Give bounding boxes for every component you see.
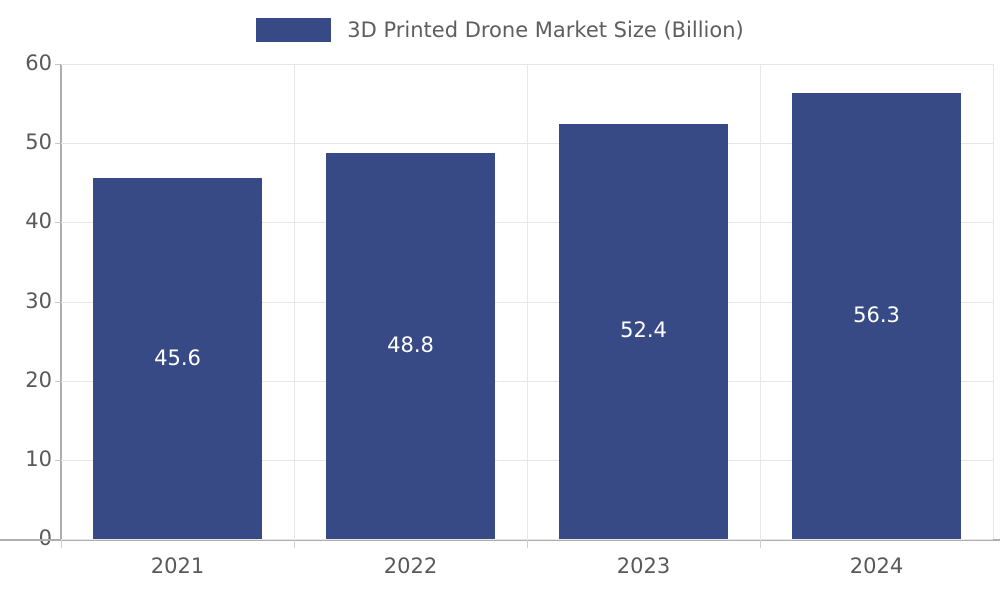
y-axis-tick-mark	[55, 222, 62, 223]
gridline-vertical	[993, 64, 994, 539]
gridline-horizontal	[61, 539, 993, 540]
bar-value-label: 48.8	[387, 332, 434, 357]
gridline-vertical	[760, 64, 761, 539]
bar-2023[interactable]: 52.4	[559, 124, 728, 539]
y-axis-tick-label: 60	[25, 51, 52, 75]
y-axis-tick-mark	[55, 460, 62, 461]
plot-area: 45.6 48.8 52.4 56.3	[61, 64, 994, 540]
legend-color-swatch	[256, 18, 332, 42]
y-axis-tick-label: 50	[25, 130, 52, 154]
x-axis-tick-label-2023: 2023	[616, 554, 671, 578]
gridline-vertical	[294, 64, 295, 539]
bar-2021[interactable]: 45.6	[93, 178, 262, 539]
y-axis-tick-label: 10	[25, 447, 52, 471]
y-axis-tick-mark	[55, 381, 62, 382]
y-axis-tick-label: 20	[25, 368, 52, 392]
y-axis-tick-labels: 0 10 20 30 40 50 60	[0, 0, 52, 600]
x-axis-tick-mark	[294, 540, 295, 548]
x-axis-tick-label-2022: 2022	[383, 554, 438, 578]
x-axis-tick-label-2024: 2024	[849, 554, 904, 578]
y-axis-tick-label: 0	[38, 526, 52, 550]
y-axis-tick-mark	[55, 64, 62, 65]
x-axis-line	[0, 539, 1000, 541]
y-axis-tick-mark	[55, 143, 62, 144]
x-axis-tick-label-2021: 2021	[150, 554, 205, 578]
y-axis-tick-label: 30	[25, 289, 52, 313]
gridline-vertical	[527, 64, 528, 539]
x-axis-tick-mark	[760, 540, 761, 548]
legend-label: 3D Printed Drone Market Size (Billion)	[347, 17, 744, 42]
bar-value-label: 56.3	[853, 303, 900, 328]
bar-value-label: 45.6	[154, 346, 201, 370]
chart-legend: 3D Printed Drone Market Size (Billion)	[0, 12, 1000, 48]
bar-2024[interactable]: 56.3	[792, 93, 961, 539]
y-axis-tick-mark	[55, 302, 62, 303]
x-axis-tick-mark	[527, 540, 528, 548]
y-axis-tick-label: 40	[25, 209, 52, 233]
bar-2022[interactable]: 48.8	[326, 152, 495, 539]
x-axis-tick-mark	[61, 540, 62, 548]
bar-value-label: 52.4	[620, 318, 667, 343]
